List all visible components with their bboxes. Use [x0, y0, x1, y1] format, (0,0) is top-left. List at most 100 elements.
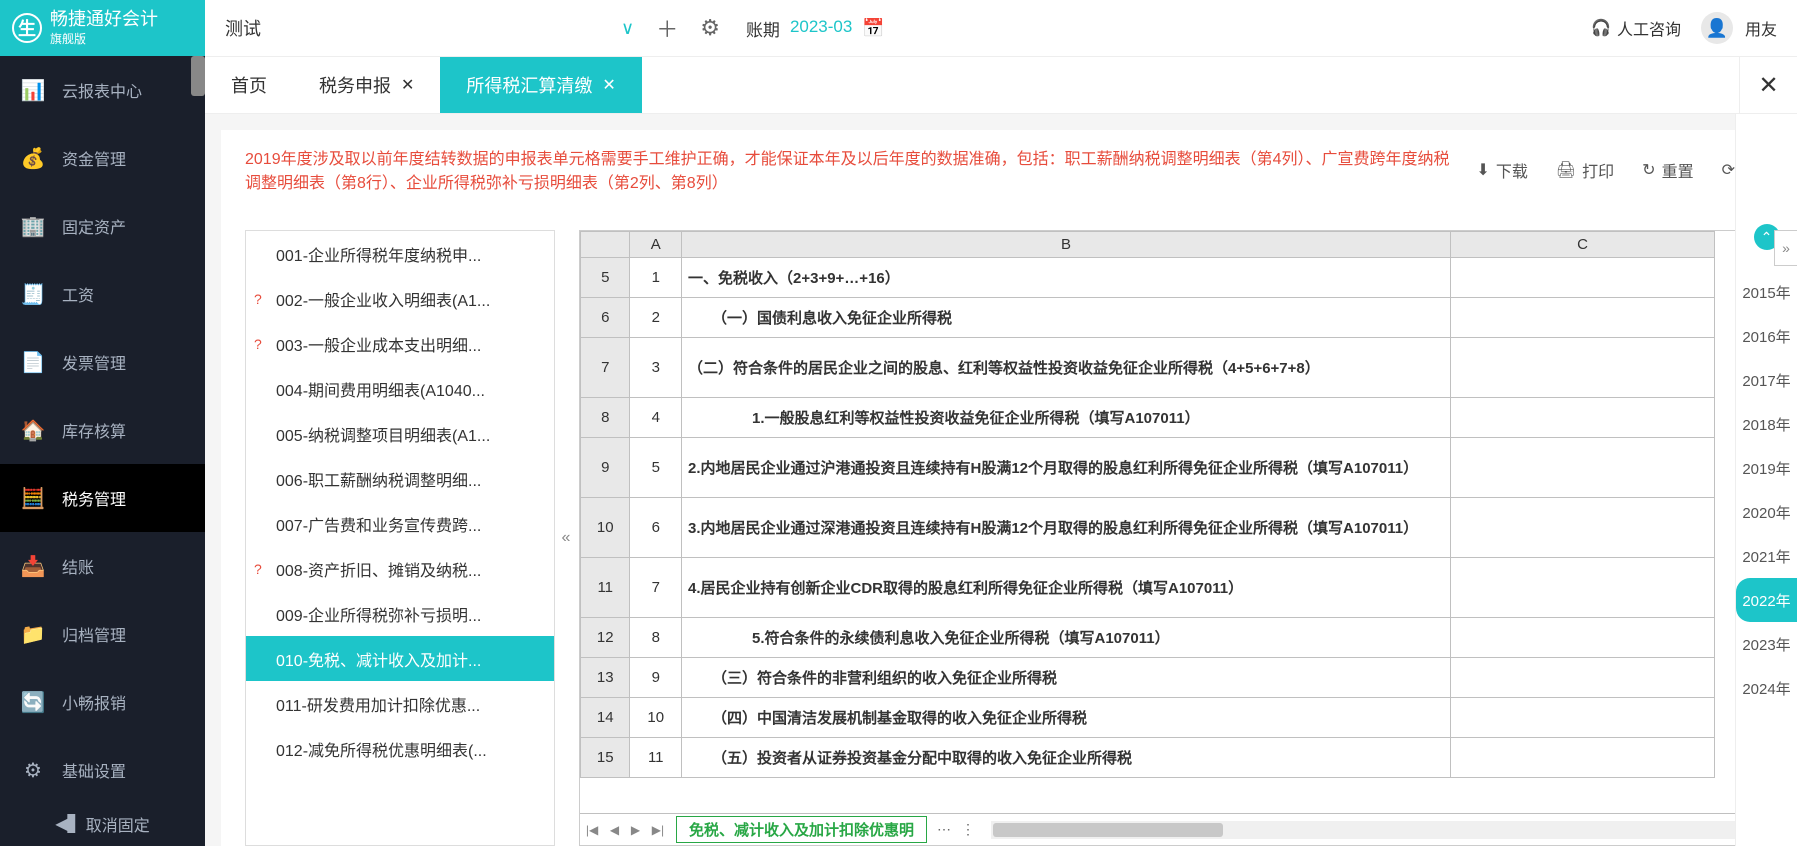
cell-c[interactable] — [1451, 438, 1715, 498]
form-list-item[interactable]: 012-减免所得税优惠明细表(... — [246, 726, 554, 771]
cell-c[interactable] — [1451, 558, 1715, 618]
row-header[interactable]: 12 — [581, 618, 630, 658]
cell-a[interactable]: 4 — [630, 398, 682, 438]
tab-close-icon[interactable]: ✕ — [602, 75, 615, 95]
add-button[interactable]: ＋ — [656, 12, 678, 44]
form-list-item[interactable]: 007-广告费和业务宣传费跨... — [246, 501, 554, 546]
cell-c[interactable] — [1451, 698, 1715, 738]
year-item[interactable]: 2019年 — [1736, 446, 1797, 490]
grid-row[interactable]: 62（一）国债利息收入免征企业所得税 — [581, 298, 1715, 338]
cell-c[interactable] — [1451, 498, 1715, 558]
cell-b[interactable]: 1.一般股息红利等权益性投资收益免征企业所得税（填写A107011） — [682, 398, 1451, 438]
cell-b[interactable]: （一）国债利息收入免征企业所得税 — [682, 298, 1451, 338]
nav-item-invoice[interactable]: 📄发票管理 — [0, 328, 205, 396]
unpin-button[interactable]: ◀▋ 取消固定 — [0, 802, 205, 846]
cell-b[interactable]: 5.符合条件的永续债利息收入免征企业所得税（填写A107011） — [682, 618, 1451, 658]
nav-item-inventory[interactable]: 🏠库存核算 — [0, 396, 205, 464]
cell-a[interactable]: 7 — [630, 558, 682, 618]
year-item[interactable]: 2015年 — [1736, 270, 1797, 314]
row-header[interactable]: 13 — [581, 658, 630, 698]
cell-a[interactable]: 2 — [630, 298, 682, 338]
company-selector[interactable]: 测试 ∨ — [225, 15, 634, 41]
grid-row[interactable]: 1410（四）中国清洁发展机制基金取得的收入免征企业所得税 — [581, 698, 1715, 738]
form-list-item[interactable]: 004-期间费用明细表(A1040... — [246, 366, 554, 411]
row-header[interactable]: 15 — [581, 738, 630, 778]
grid-corner[interactable] — [581, 232, 630, 258]
cell-c[interactable] — [1451, 298, 1715, 338]
nav-item-salary[interactable]: 🧾工资 — [0, 260, 205, 328]
row-header[interactable]: 7 — [581, 338, 630, 398]
nav-item-funds[interactable]: 💰资金管理 — [0, 124, 205, 192]
nav-item-tax[interactable]: 🧮税务管理 — [0, 464, 205, 532]
cell-a[interactable]: 5 — [630, 438, 682, 498]
year-item[interactable]: 2017年 — [1736, 358, 1797, 402]
cell-b[interactable]: （五）投资者从证券投资基金分配中取得的收入免征企业所得税 — [682, 738, 1451, 778]
row-header[interactable]: 9 — [581, 438, 630, 498]
year-item[interactable]: 2023年 — [1736, 622, 1797, 666]
year-item[interactable]: 2021年 — [1736, 534, 1797, 578]
cell-c[interactable] — [1451, 338, 1715, 398]
cell-b[interactable]: 4.居民企业持有创新企业CDR取得的股息红利所得免征企业所得税（填写A10701… — [682, 558, 1451, 618]
form-list-item[interactable]: ?008-资产折旧、摊销及纳税... — [246, 546, 554, 591]
hscroll-thumb[interactable] — [993, 823, 1223, 837]
nav-item-closing[interactable]: 📥结账 — [0, 532, 205, 600]
form-list-item[interactable]: 010-免税、减计收入及加计... — [246, 636, 554, 681]
nav-item-report-center[interactable]: 📊云报表中心 — [0, 56, 205, 124]
settings-button[interactable]: ⚙ — [700, 15, 720, 41]
cell-a[interactable]: 9 — [630, 658, 682, 698]
nav-item-reimburse[interactable]: 🔄小畅报销 — [0, 668, 205, 736]
nav-item-settings[interactable]: ⚙基础设置 — [0, 736, 205, 802]
cell-c[interactable] — [1451, 618, 1715, 658]
grid-row[interactable]: 952.内地居民企业通过沪港通投资且连续持有H股满12个月取得的股息红利所得免征… — [581, 438, 1715, 498]
cell-b[interactable]: （四）中国清洁发展机制基金取得的收入免征企业所得税 — [682, 698, 1451, 738]
tab-home[interactable]: 首页 — [205, 57, 293, 113]
close-all-tabs[interactable]: ✕ — [1739, 57, 1797, 113]
form-list-item[interactable]: ?002-一般企业收入明细表(A1... — [246, 276, 554, 321]
grid-row[interactable]: 73（二）符合条件的居民企业之间的股息、红利等权益性投资收益免征企业所得税（4+… — [581, 338, 1715, 398]
grid-row[interactable]: 51一、免税收入（2+3+9+…+16） — [581, 258, 1715, 298]
nav-item-fixed-assets[interactable]: 🏢固定资产 — [0, 192, 205, 260]
year-item[interactable]: 2016年 — [1736, 314, 1797, 358]
cell-b[interactable]: （二）符合条件的居民企业之间的股息、红利等权益性投资收益免征企业所得税（4+5+… — [682, 338, 1451, 398]
reset-button[interactable]: ↻重置 — [1642, 158, 1693, 182]
print-button[interactable]: 🖨打印 — [1556, 158, 1614, 182]
sheet-tab-more-icon[interactable]: ⋯ — [937, 821, 951, 838]
row-header[interactable]: 6 — [581, 298, 630, 338]
cell-a[interactable]: 11 — [630, 738, 682, 778]
cell-a[interactable]: 8 — [630, 618, 682, 658]
sheet-tab-menu-icon[interactable]: ⋮ — [961, 821, 975, 838]
cell-a[interactable]: 3 — [630, 338, 682, 398]
consult-button[interactable]: 🎧 人工咨询 — [1591, 16, 1681, 40]
cell-a[interactable]: 1 — [630, 258, 682, 298]
nav-item-archive[interactable]: 📁归档管理 — [0, 600, 205, 668]
form-list-item[interactable]: 001-企业所得税年度纳税申... — [246, 231, 554, 276]
nav-scrollbar-thumb[interactable] — [191, 56, 205, 96]
col-header-b[interactable]: B — [682, 232, 1451, 258]
cell-a[interactable]: 6 — [630, 498, 682, 558]
row-header[interactable]: 8 — [581, 398, 630, 438]
form-list-item[interactable]: ?003-一般企业成本支出明细... — [246, 321, 554, 366]
sheet-nav[interactable]: |◀◀▶▶| — [580, 823, 670, 837]
download-button[interactable]: ⬇下载 — [1476, 158, 1527, 182]
user-name[interactable]: 用友 — [1745, 16, 1777, 40]
col-header-c[interactable]: C — [1451, 232, 1715, 258]
row-header[interactable]: 10 — [581, 498, 630, 558]
form-list-item[interactable]: 009-企业所得税弥补亏损明... — [246, 591, 554, 636]
calendar-icon[interactable]: 📅 — [862, 18, 884, 39]
year-item[interactable]: 2024年 — [1736, 666, 1797, 710]
grid[interactable]: A B C 51一、免税收入（2+3+9+…+16）62（一）国债利息收入免征企… — [580, 231, 1796, 813]
cell-b[interactable]: 一、免税收入（2+3+9+…+16） — [682, 258, 1451, 298]
grid-row[interactable]: 1285.符合条件的永续债利息收入免征企业所得税（填写A107011） — [581, 618, 1715, 658]
tab-income-tax[interactable]: 所得税汇算清缴✕ — [440, 57, 641, 113]
cell-b[interactable]: 2.内地居民企业通过沪港通投资且连续持有H股满12个月取得的股息红利所得免征企业… — [682, 438, 1451, 498]
avatar[interactable]: 👤 — [1701, 12, 1733, 44]
cell-b[interactable]: 3.内地居民企业通过深港通投资且连续持有H股满12个月取得的股息红利所得免征企业… — [682, 498, 1451, 558]
grid-row[interactable]: 1063.内地居民企业通过深港通投资且连续持有H股满12个月取得的股息红利所得免… — [581, 498, 1715, 558]
cell-a[interactable]: 10 — [630, 698, 682, 738]
grid-row[interactable]: 1174.居民企业持有创新企业CDR取得的股息红利所得免征企业所得税（填写A10… — [581, 558, 1715, 618]
row-header[interactable]: 14 — [581, 698, 630, 738]
form-list-item[interactable]: 005-纳税调整项目明细表(A1... — [246, 411, 554, 456]
cell-c[interactable] — [1451, 258, 1715, 298]
horizontal-scrollbar[interactable] — [991, 821, 1796, 839]
cell-c[interactable] — [1451, 738, 1715, 778]
